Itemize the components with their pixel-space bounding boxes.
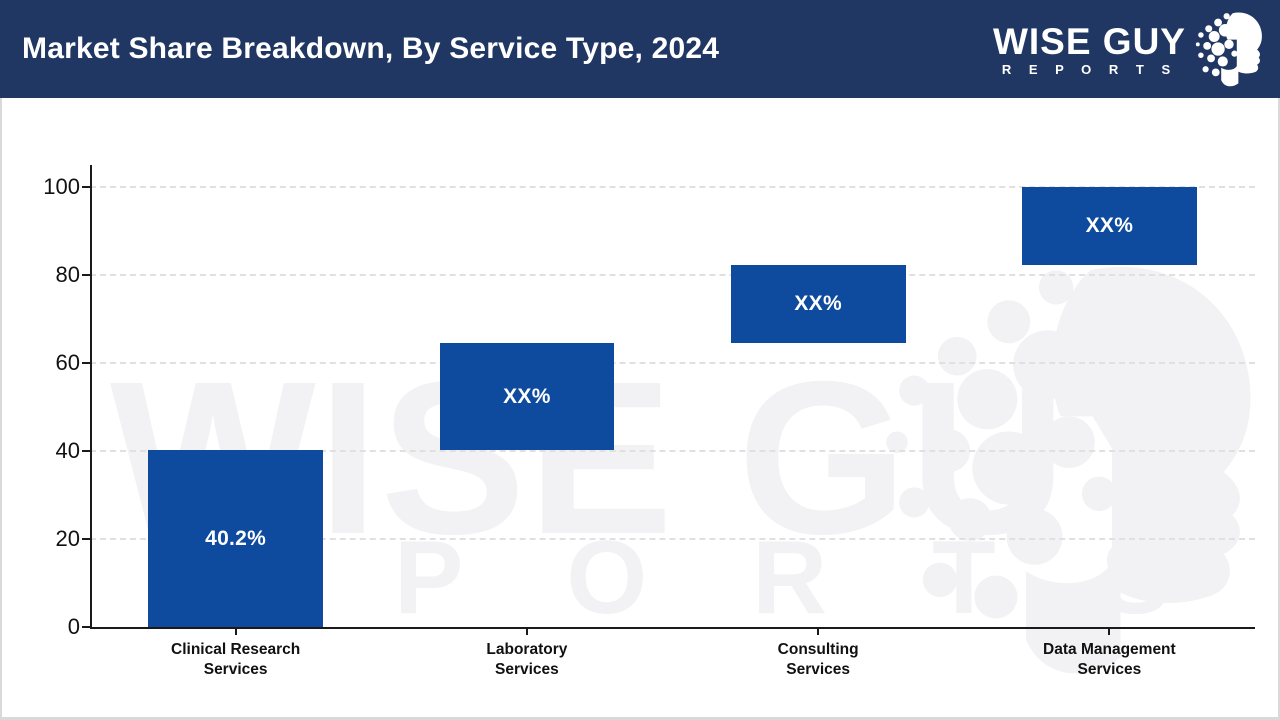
y-axis-spine [90,165,92,629]
bar-value-label: XX% [1085,213,1134,237]
x-tick [1108,627,1111,635]
x-category-label: Data Management Services [1043,640,1176,680]
wiseguy-logo: WISE GUY R E P O R T S [993,8,1268,90]
x-category-label-line: Services [494,661,559,678]
chart-title: Market Share Breakdown, By Service Type,… [22,32,720,65]
x-category-label-line: Data Management [1043,641,1176,658]
gridline [90,450,1255,452]
x-category-label-line: Services [1077,661,1142,678]
x-category-label: Clinical Research Services [171,640,300,680]
y-tick-label: 20 [55,526,80,551]
bar-segment: XX% [730,264,906,344]
x-category-label-line: Consulting [777,641,859,658]
bar-segment: XX% [439,343,615,451]
chart-area: WISE GUY P O R T S 0 20 40 60 80 100 40.2% Clin… [2,98,1278,715]
logo-wordmark: WISE GUY [992,21,1186,62]
y-tick [82,274,90,276]
wiseguy-logo-text: WISE GUY R E P O R T S [992,21,1186,78]
y-tick-label: 80 [55,262,80,287]
y-tick-label: 0 [67,614,80,639]
gridline [90,362,1255,364]
y-tick [82,626,90,628]
face-profile-dots-icon [1195,12,1262,87]
bar-value-label: 40.2% [205,526,267,550]
logo-subtext: R E P O R T S [1001,62,1178,77]
x-category-label: Laboratory Services [486,640,567,680]
x-tick [234,627,237,635]
x-category-label: Consulting Services [778,640,859,680]
y-tick-label: 100 [43,174,80,199]
y-tick [82,450,90,452]
x-category-label-line: Services [203,661,268,678]
header-bar: Market Share Breakdown, By Service Type,… [0,0,1280,98]
x-tick [817,627,820,635]
y-tick [82,538,90,540]
x-tick [525,627,528,635]
gridline [90,274,1255,276]
bar-value-label: XX% [794,292,842,316]
watermark-face-profile-dots-icon [886,266,1251,674]
bar-segment: 40.2% [148,450,323,627]
x-category-label-line: Services [786,661,851,678]
y-tick [82,186,90,188]
x-category-label-line: Laboratory [486,641,568,658]
gridline [90,538,1255,540]
y-tick-label: 60 [55,350,80,375]
bar-segment: XX% [1022,187,1197,265]
bar-value-label: XX% [503,384,551,408]
x-category-label-line: Clinical Research [171,641,301,658]
y-tick [82,362,90,364]
gridline [90,186,1255,188]
y-tick-label: 40 [55,438,80,463]
x-axis-spine [90,627,1255,629]
